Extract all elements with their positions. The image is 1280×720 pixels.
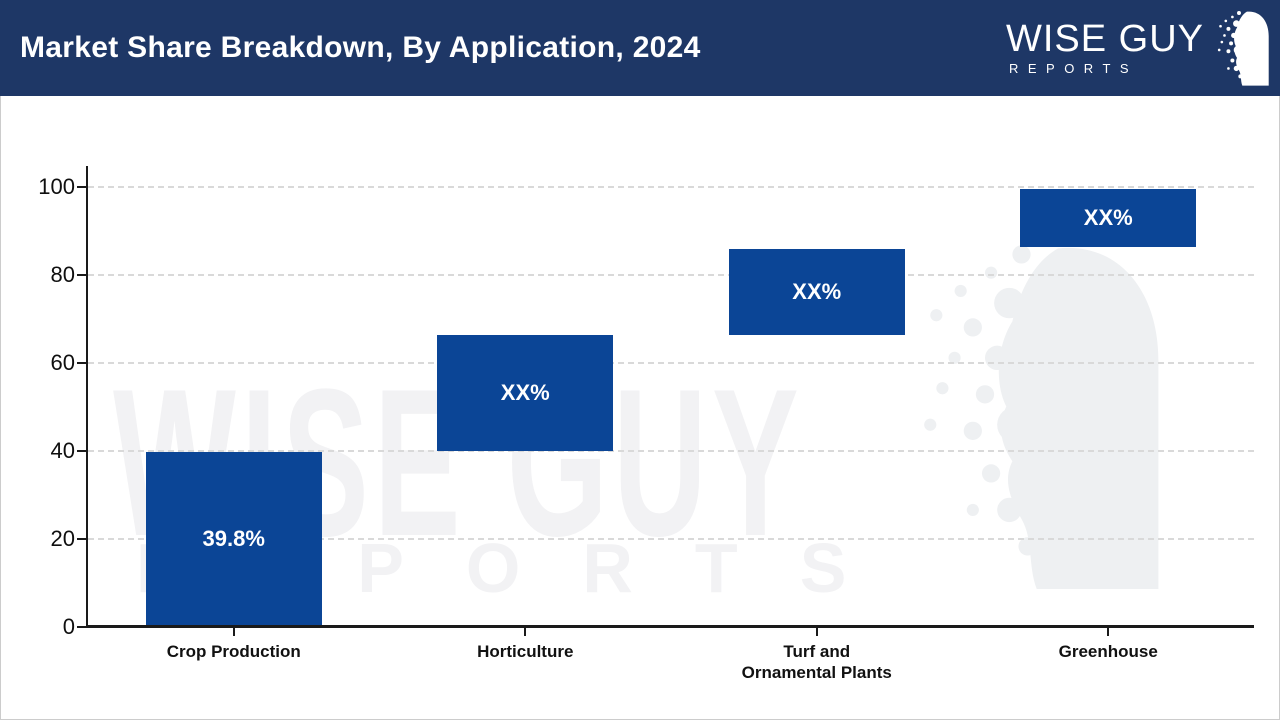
x-axis-line xyxy=(86,625,1254,628)
x-tick-label-crop-production: Crop Production xyxy=(166,642,301,661)
y-tick-mark-40 xyxy=(77,450,86,452)
plot-area: WISE GUY REPORTS 0 20 40 60 80 100 39.8% Crop P… xyxy=(0,96,1280,720)
bar-horticulture: XX% xyxy=(437,335,614,451)
gridline-100 xyxy=(88,186,1254,188)
gridline-60 xyxy=(88,362,1254,364)
y-tick-mark-100 xyxy=(77,186,86,188)
y-tick-mark-80 xyxy=(77,274,86,276)
y-tick-label-80: 80 xyxy=(50,262,75,287)
y-tick-mark-0 xyxy=(77,626,86,628)
brand-logo-text: WISE GUY REPORTS xyxy=(1006,20,1204,76)
bar-value-label: XX% xyxy=(1083,205,1133,230)
brand-logo: WISE GUY REPORTS xyxy=(1006,6,1272,91)
chart-title: Market Share Breakdown, By Application, … xyxy=(20,31,701,64)
y-tick-label-60: 60 xyxy=(50,350,75,375)
y-tick-mark-60 xyxy=(77,362,86,364)
y-tick-label-20: 20 xyxy=(50,526,75,551)
y-tick-label-100: 100 xyxy=(38,174,75,199)
gridline-20 xyxy=(88,538,1254,540)
watermark-face-profile-icon xyxy=(869,224,1174,594)
x-tick-mark-horticulture xyxy=(524,628,527,636)
x-tick-mark-greenhouse xyxy=(1107,628,1110,636)
x-tick-mark-crop-production xyxy=(232,628,235,636)
y-tick-label-40: 40 xyxy=(50,438,75,463)
gridline-40 xyxy=(88,450,1254,452)
bar-value-label: XX% xyxy=(792,278,842,304)
bar-crop-production: 39.8% xyxy=(145,451,322,627)
brand-subtitle: REPORTS xyxy=(1008,61,1139,76)
y-tick-label-0: 0 xyxy=(62,614,75,639)
header: Market Share Breakdown, By Application, … xyxy=(0,0,1280,96)
y-tick-mark-20 xyxy=(77,538,86,540)
bar-turf-and-ornamental-plants: XX% xyxy=(728,248,905,336)
y-axis-line xyxy=(86,166,88,628)
gridline-80 xyxy=(88,274,1254,276)
bar-greenhouse: XX% xyxy=(1020,188,1197,248)
dotted-face-profile-icon xyxy=(1206,6,1272,91)
x-tick-label-turf-and-ornamental-plants: Turf and Ornamental Plants xyxy=(741,642,892,683)
bar-value-label: 39.8% xyxy=(202,526,265,552)
x-tick-mark-turf-and-ornamental-plants xyxy=(815,628,818,636)
x-tick-label-horticulture: Horticulture xyxy=(477,642,574,661)
brand-name: WISE GUY xyxy=(1005,18,1204,60)
bar-value-label: XX% xyxy=(500,380,550,406)
x-tick-label-greenhouse: Greenhouse xyxy=(1058,642,1158,661)
